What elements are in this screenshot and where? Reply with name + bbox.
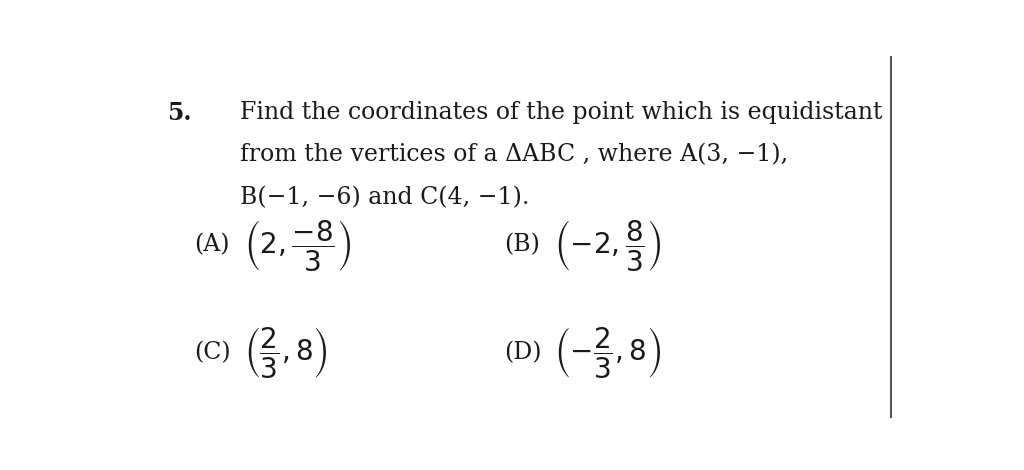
Text: from the vertices of a ΔABC , where A(3, −1),: from the vertices of a ΔABC , where A(3,… (241, 143, 788, 166)
Text: (A): (A) (194, 234, 229, 257)
Text: $\left(-2,\dfrac{8}{3}\right)$: $\left(-2,\dfrac{8}{3}\right)$ (554, 218, 662, 273)
Text: B(−1, −6) and C(4, −1).: B(−1, −6) and C(4, −1). (241, 186, 529, 209)
Text: (D): (D) (504, 341, 542, 364)
Text: Find the coordinates of the point which is equidistant: Find the coordinates of the point which … (241, 101, 883, 124)
Text: (C): (C) (194, 341, 230, 364)
Text: $\left(\dfrac{2}{3},8\right)$: $\left(\dfrac{2}{3},8\right)$ (245, 325, 328, 380)
Text: (B): (B) (504, 234, 540, 257)
Text: 5.: 5. (167, 101, 191, 125)
Text: $\left(2,\dfrac{-8}{3}\right)$: $\left(2,\dfrac{-8}{3}\right)$ (245, 218, 351, 273)
Text: $\left(-\dfrac{2}{3},8\right)$: $\left(-\dfrac{2}{3},8\right)$ (554, 325, 662, 380)
